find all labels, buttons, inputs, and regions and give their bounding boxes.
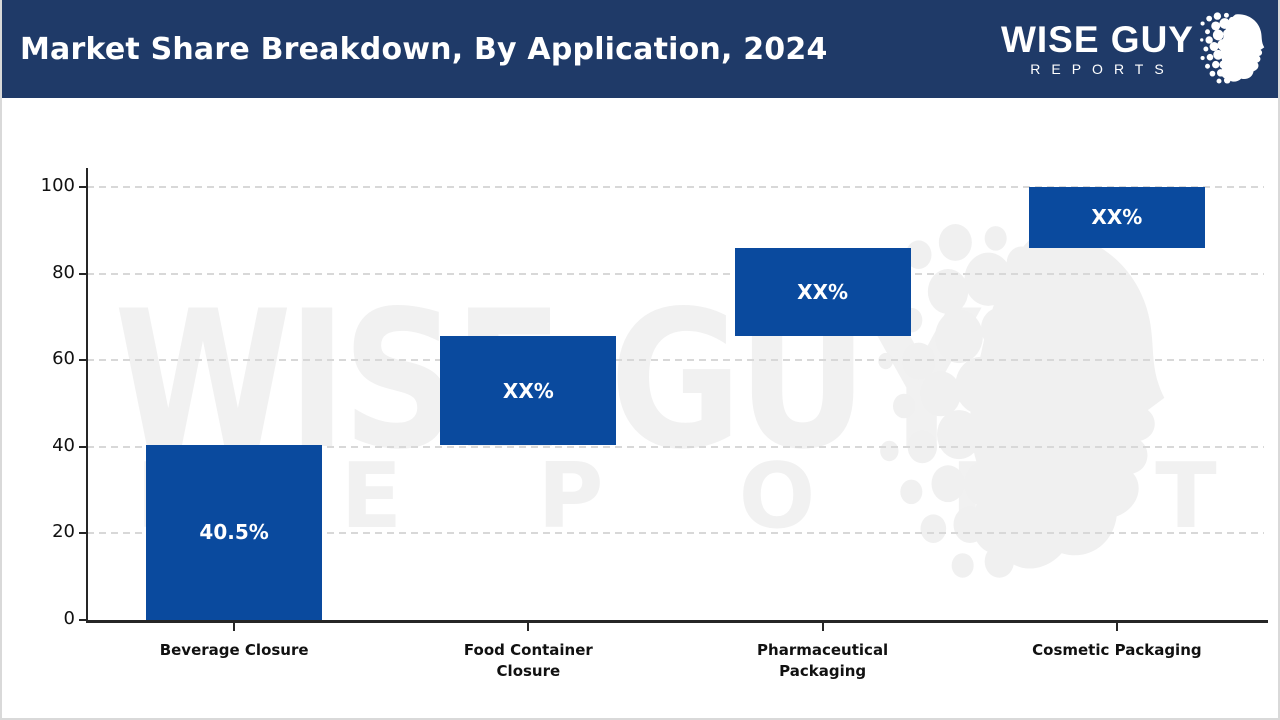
y-tick-label: 40 bbox=[52, 434, 75, 456]
y-axis-line bbox=[86, 168, 88, 623]
wiseguy-head-icon bbox=[1200, 12, 1265, 84]
x-category-label: Food Container Closure bbox=[463, 641, 593, 680]
y-tick-label: 0 bbox=[63, 608, 75, 629]
y-gridline bbox=[87, 359, 1264, 362]
x-tick-mark bbox=[1115, 623, 1118, 631]
x-tick-mark bbox=[821, 623, 824, 631]
bar-value-label: XX% bbox=[797, 279, 849, 304]
header-bar: Market Share Breakdown, By Application, … bbox=[2, 0, 1278, 98]
brand-logo-text: WISE GUY REPORTS bbox=[1000, 19, 1194, 77]
y-gridline bbox=[87, 272, 1264, 275]
y-gridline bbox=[87, 186, 1264, 188]
y-tick-label: 20 bbox=[52, 521, 75, 543]
y-gridline bbox=[87, 445, 1264, 448]
x-category-label: Pharmaceutical Packaging bbox=[757, 641, 889, 680]
x-category-label: Cosmetic Packaging bbox=[1032, 641, 1202, 659]
y-tick-mark bbox=[79, 532, 86, 535]
x-category-label: Beverage Closure bbox=[159, 641, 309, 659]
y-tick-label: 100 bbox=[40, 175, 75, 196]
bar-segment: XX% bbox=[440, 336, 617, 445]
bar-value-label: 40.5% bbox=[199, 520, 269, 545]
bar-segment: XX% bbox=[734, 247, 911, 337]
y-tick-mark bbox=[79, 359, 86, 362]
y-tick-label: 80 bbox=[52, 261, 75, 283]
y-tick-mark bbox=[79, 272, 86, 275]
y-tick-mark bbox=[79, 186, 86, 188]
y-tick-mark bbox=[79, 445, 86, 448]
bar-segment: XX% bbox=[1028, 187, 1205, 248]
page-title: Market Share Breakdown, By Application, … bbox=[20, 31, 828, 67]
y-gridline bbox=[87, 532, 1264, 535]
x-tick-mark bbox=[233, 623, 236, 631]
bar-value-label: XX% bbox=[1091, 205, 1143, 230]
y-tick-label: 60 bbox=[52, 348, 75, 370]
x-axis-line bbox=[86, 620, 1268, 623]
bar-value-label: XX% bbox=[502, 378, 554, 403]
x-tick-mark bbox=[527, 623, 530, 631]
brand-subname: REPORTS bbox=[1030, 60, 1175, 77]
brand-name: WISE GUY bbox=[1000, 19, 1194, 61]
y-tick-mark bbox=[79, 619, 86, 621]
brand-logo: WISE GUY REPORTS bbox=[1001, 6, 1270, 92]
bar-segment: 40.5% bbox=[146, 444, 323, 620]
